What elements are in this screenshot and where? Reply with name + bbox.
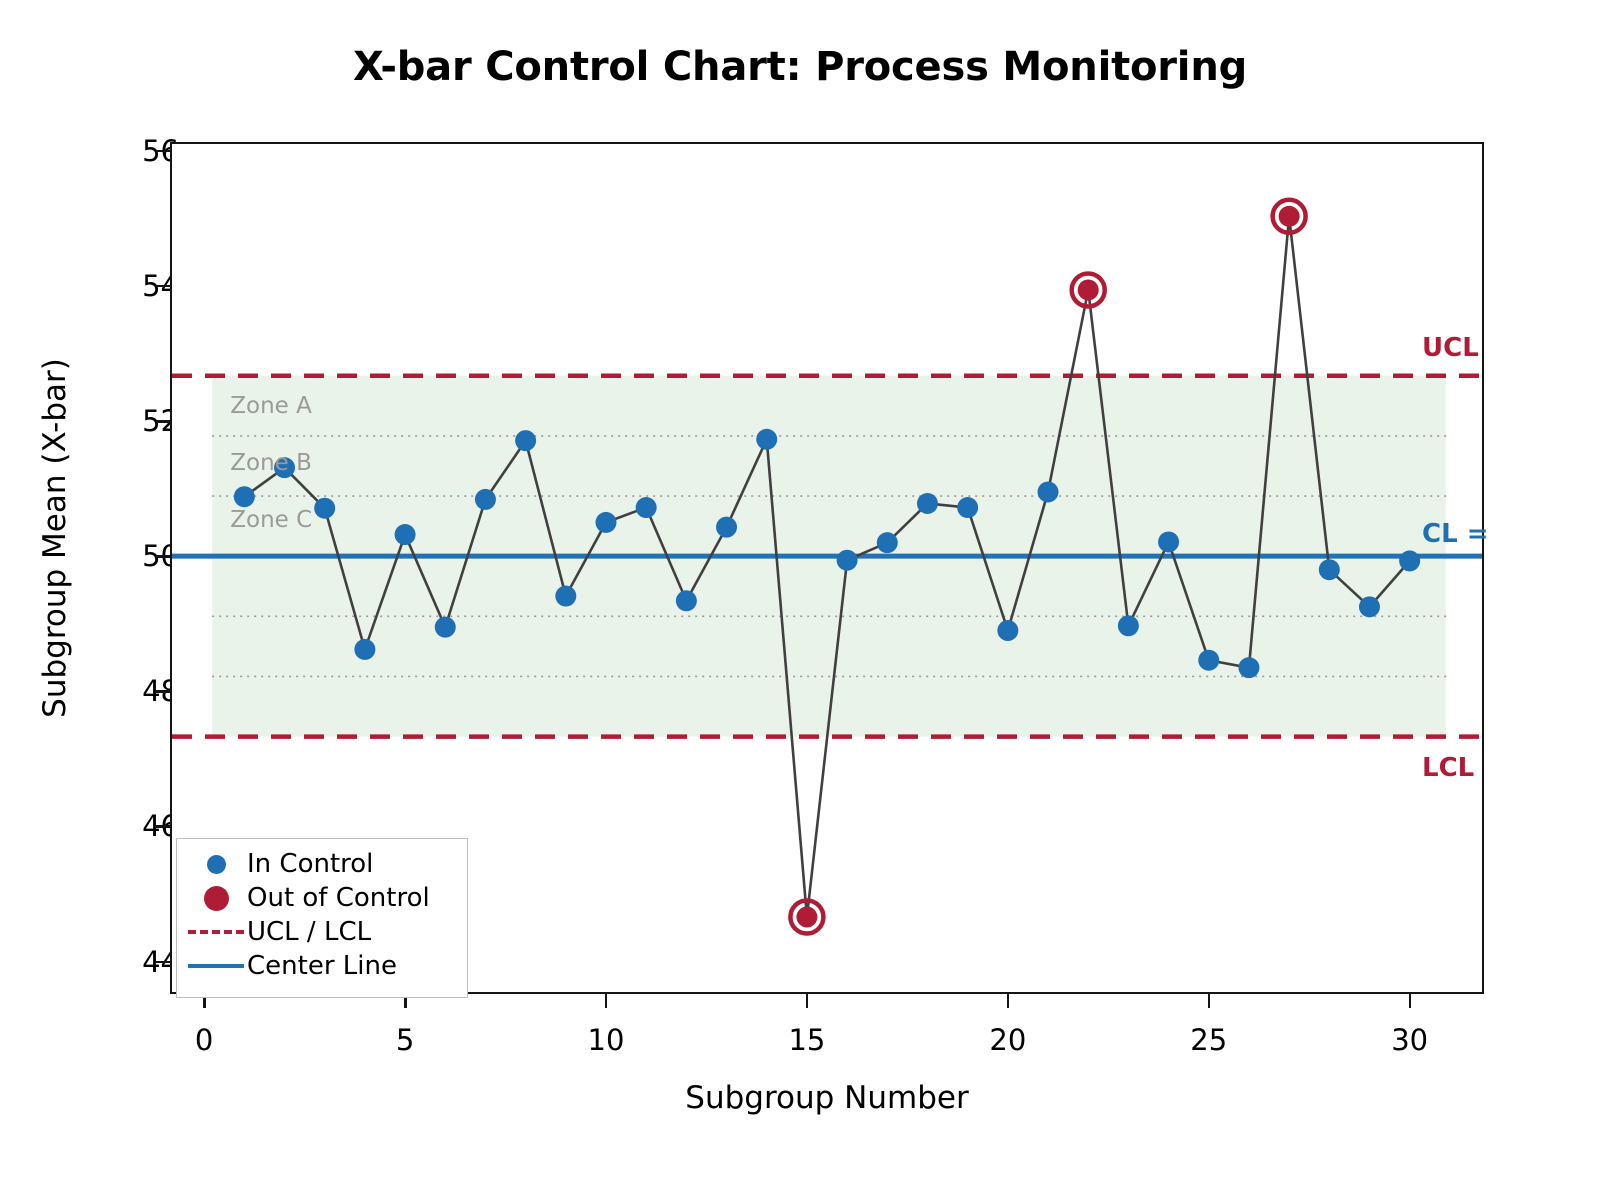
- data-point-in-control[interactable]: [474, 488, 496, 510]
- x-tick-label: 10: [587, 1023, 625, 1057]
- y-tick-mark: [156, 420, 170, 423]
- x-tick-mark: [404, 994, 407, 1008]
- data-point-in-control[interactable]: [836, 549, 858, 571]
- legend-label: UCL / LCL: [247, 917, 372, 947]
- legend-label: Center Line: [247, 951, 397, 981]
- legend-item-in-control[interactable]: In Control: [177, 847, 467, 881]
- plot-canvas: [172, 197, 1482, 936]
- data-point-in-control[interactable]: [756, 428, 778, 450]
- data-point-in-control[interactable]: [314, 497, 336, 519]
- x-tick-mark: [1006, 994, 1010, 1008]
- in-control-marker-icon: [185, 854, 247, 874]
- x-tick-label: 25: [1190, 1023, 1228, 1057]
- x-tick-label: 15: [788, 1023, 826, 1057]
- dashed-line-icon: [185, 930, 247, 934]
- x-tick-label: 0: [194, 1023, 214, 1057]
- x-tick-mark: [1408, 994, 1412, 1008]
- x-axis-label: Subgroup Number: [685, 1080, 969, 1116]
- x-tick-mark: [203, 994, 206, 1008]
- data-point-in-control[interactable]: [997, 620, 1019, 642]
- data-point-in-control[interactable]: [394, 524, 416, 546]
- data-point-in-control[interactable]: [957, 497, 979, 519]
- cl-label: CL =: [1422, 518, 1489, 549]
- data-point-out-of-control[interactable]: [1077, 279, 1099, 301]
- y-tick-mark: [156, 284, 170, 288]
- data-point-out-of-control[interactable]: [1278, 205, 1300, 227]
- x-tick-mark: [1207, 994, 1211, 1008]
- data-point-in-control[interactable]: [274, 457, 296, 479]
- solid-line-icon: [185, 964, 247, 968]
- data-point-in-control[interactable]: [354, 638, 376, 660]
- data-point-in-control[interactable]: [1358, 596, 1380, 618]
- x-tick-label: 5: [395, 1023, 415, 1057]
- data-point-in-control[interactable]: [1198, 649, 1220, 671]
- data-point-in-control[interactable]: [876, 532, 898, 554]
- zone-c-label: Zone C: [230, 507, 313, 534]
- data-point-in-control[interactable]: [675, 590, 697, 612]
- legend-item-out-of-control[interactable]: Out of Control: [177, 881, 467, 915]
- data-point-in-control[interactable]: [1158, 531, 1180, 553]
- legend: In Control Out of Control UCL / LCL Cent…: [176, 838, 468, 998]
- data-point-in-control[interactable]: [1117, 615, 1139, 637]
- data-point-in-control[interactable]: [1399, 550, 1421, 572]
- page-title: X-bar Control Chart: Process Monitoring: [352, 44, 1248, 90]
- y-tick-mark: [156, 690, 170, 693]
- legend-label: Out of Control: [247, 883, 430, 913]
- x-tick-label: 20: [989, 1023, 1027, 1057]
- data-point-in-control[interactable]: [233, 486, 255, 508]
- zone-b-label: Zone B: [230, 449, 312, 476]
- y-tick-mark: [156, 555, 170, 558]
- data-point-in-control[interactable]: [1238, 657, 1260, 679]
- y-tick-mark: [156, 149, 170, 153]
- x-tick-mark: [805, 994, 809, 1008]
- lcl-label: LCL: [1422, 753, 1475, 784]
- data-point-in-control[interactable]: [595, 511, 617, 533]
- data-point-in-control[interactable]: [916, 492, 938, 514]
- y-tick-mark: [156, 960, 170, 964]
- legend-item-limits[interactable]: UCL / LCL: [177, 915, 467, 949]
- y-axis-label: Subgroup Mean (X-bar): [37, 358, 73, 718]
- out-of-control-halo: [1069, 271, 1107, 309]
- data-point-out-of-control[interactable]: [796, 906, 818, 928]
- data-point-in-control[interactable]: [716, 516, 738, 538]
- out-of-control-halo: [788, 898, 826, 936]
- data-point-in-control[interactable]: [434, 616, 456, 638]
- data-point-in-control[interactable]: [1318, 559, 1340, 581]
- data-point-in-control[interactable]: [635, 497, 657, 519]
- out-of-control-marker-icon: [185, 885, 247, 911]
- data-point-in-control[interactable]: [555, 585, 577, 607]
- ucl-label: UCL: [1422, 333, 1479, 364]
- x-tick-label: 30: [1391, 1023, 1429, 1057]
- data-point-in-control[interactable]: [515, 430, 537, 452]
- x-tick-mark: [604, 994, 608, 1008]
- data-point-in-control[interactable]: [1037, 481, 1059, 503]
- out-of-control-halo: [1270, 197, 1308, 236]
- legend-label: In Control: [247, 849, 374, 879]
- y-tick-mark: [156, 825, 170, 828]
- legend-item-center-line[interactable]: Center Line: [177, 949, 467, 983]
- zone-a-label: Zone A: [230, 392, 312, 419]
